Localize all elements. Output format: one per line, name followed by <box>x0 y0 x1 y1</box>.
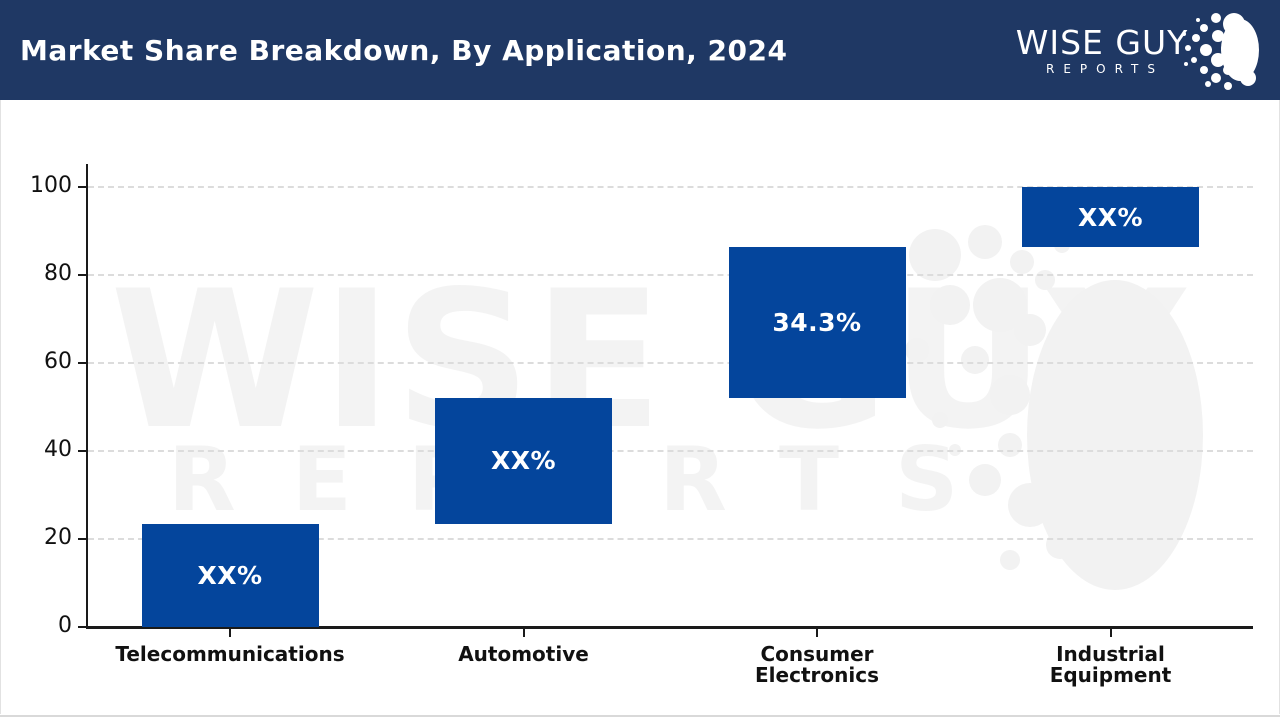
x-axis-spine <box>86 626 1253 629</box>
gridline-20 <box>88 538 1253 540</box>
x-tick-mark <box>1109 628 1112 637</box>
bar-automotive: XX% <box>435 398 612 524</box>
gridline-40 <box>88 450 1253 452</box>
y-tick-label: 80 <box>44 261 72 286</box>
x-tick-label-consumer-electronics: Consumer Electronics <box>697 644 937 686</box>
y-tick-label: 40 <box>44 437 72 462</box>
bottom-divider <box>0 715 1280 717</box>
x-tick-label-line: Electronics <box>755 663 879 687</box>
logo-wordmark: WISE GUY <box>1015 23 1189 62</box>
y-tick-label: 0 <box>58 613 72 638</box>
x-tick-label-line: Consumer <box>760 642 874 666</box>
gridline-80 <box>88 274 1253 276</box>
watermark-head-icon <box>905 225 1203 590</box>
x-tick-label-industrial-equipment: Industrial Equipment <box>991 644 1231 686</box>
bar-telecommunications: XX% <box>141 523 319 627</box>
wise-guy-reports-logo: WISE GUY REPORTS <box>1012 8 1262 92</box>
gridline-100 <box>88 186 1253 188</box>
bar-value-label: XX% <box>1077 202 1144 232</box>
x-tick-label-line: Automotive <box>458 642 589 666</box>
logo-text: WISE GUY REPORTS <box>1012 23 1192 77</box>
y-tick-mark <box>78 626 86 628</box>
bar-industrial-equipment: XX% <box>1022 187 1199 248</box>
x-tick-label-telecommunications: Telecommunications <box>110 644 350 665</box>
bar-value-label: 34.3% <box>772 308 862 338</box>
x-tick-label-line: Industrial <box>1056 642 1165 666</box>
y-tick-label: 100 <box>30 173 72 198</box>
chart-plot-area: 0 20 40 60 80 100 XX% XX% 34.3% XX% Telecommunicat… <box>30 164 1253 686</box>
x-tick-mark <box>816 628 818 637</box>
x-tick-label-line: Equipment <box>1049 663 1172 687</box>
bar-consumer-electronics: 34.3% <box>728 247 906 399</box>
y-axis-spine <box>86 164 88 628</box>
y-tick-mark <box>78 274 86 276</box>
x-tick-mark <box>229 628 231 637</box>
logo-subtitle: REPORTS <box>1045 62 1164 76</box>
gridline-60 <box>88 362 1253 364</box>
y-tick-mark <box>78 362 86 364</box>
page-title: Market Share Breakdown, By Application, … <box>20 34 788 67</box>
y-tick-mark <box>78 450 86 452</box>
y-tick-label: 60 <box>44 349 72 374</box>
header-bar: Market Share Breakdown, By Application, … <box>0 0 1280 100</box>
bar-value-label: XX% <box>197 560 263 590</box>
bar-value-label: XX% <box>490 446 557 476</box>
y-tick-mark <box>78 186 86 188</box>
y-tick-label: 20 <box>44 525 72 550</box>
x-tick-mark <box>522 628 525 637</box>
logo-head-icon <box>1182 13 1259 90</box>
x-tick-label-automotive: Automotive <box>404 644 644 665</box>
x-tick-label-line: Telecommunications <box>115 642 345 666</box>
y-tick-mark <box>78 538 86 540</box>
